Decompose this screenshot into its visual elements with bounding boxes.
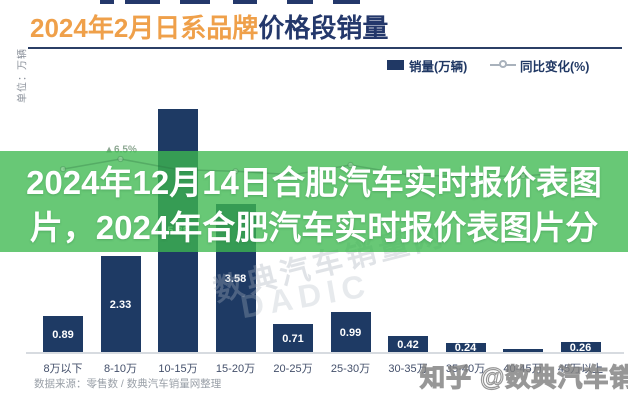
bar-30-35万 — [388, 336, 428, 353]
bar-45万以上 — [560, 342, 601, 353]
data-source-note: 数据来源：零售数 / 数典汽车销量网整理 — [34, 378, 222, 390]
cropped-text-remnant — [233, 0, 257, 4]
chart-title-highlight: 2024年2月日系品牌 — [30, 13, 259, 43]
bar-value-label: 2.33 — [109, 298, 132, 311]
x-axis-label: 20-25万 — [273, 363, 313, 375]
bar-value-label: 0.24 — [454, 342, 477, 354]
legend: 销量(万辆) 同比变化(%) — [0, 55, 628, 74]
cropped-text-remnant — [125, 0, 160, 4]
chart-title-rest: 价格段销量 — [258, 13, 389, 43]
x-axis-label: 8万以下 — [43, 363, 83, 375]
x-axis-label: 35-40万 — [445, 363, 486, 375]
bar-value-label: 0.42 — [397, 338, 419, 351]
legend-line-dot-icon — [499, 60, 507, 68]
title-underline — [28, 47, 622, 49]
corner-watermark: 知乎 @数典汽车销量网 — [419, 363, 628, 392]
promo-banner-text: 2024年12月14日合肥汽车实时报价表图 片，2024年合肥汽车实时报价表图片… — [0, 160, 628, 250]
cropped-text-remnant — [180, 0, 210, 4]
bar-35-40万 — [445, 343, 486, 353]
bar-value-label: 0.71 — [282, 332, 304, 345]
cropped-text-remnant — [100, 0, 114, 4]
cropped-text-remnant — [287, 0, 313, 4]
x-axis-label: 25-30万 — [330, 363, 371, 375]
yoy-percent-label: ▲6.5% — [104, 144, 137, 156]
bar-20-25万 — [273, 324, 313, 353]
x-axis-label: 45万以上 — [557, 363, 604, 375]
bar-8-10万 — [100, 256, 141, 353]
x-axis-label: 8-10万 — [103, 363, 138, 375]
promo-banner-line2: 片，2024年合肥汽车实时报价表图片分 — [29, 209, 599, 246]
x-axis-label: 10-15万 — [158, 363, 198, 375]
promo-overlay-band — [0, 151, 628, 252]
bar-value-label: 0.26 — [569, 341, 592, 354]
chart-title: 2024年2月日系品牌价格段销量 — [30, 8, 388, 45]
bar-8万以下 — [43, 316, 83, 353]
x-axis-label: 15-20万 — [215, 363, 256, 375]
legend-line-label: 同比变化(%) — [520, 60, 590, 74]
x-axis-label: 30-35万 — [388, 363, 428, 375]
x-axis-label: 40-45万 — [503, 363, 543, 375]
bar-25-30万 — [330, 312, 371, 353]
bar-40-45万 — [503, 349, 543, 353]
cropped-text-remnant — [333, 0, 360, 4]
bar-value-label: 3.58 — [224, 272, 247, 285]
bar-value-label: 0.89 — [52, 328, 74, 341]
bar-value-label: 0.99 — [339, 326, 362, 339]
legend-bar-label: 销量(万辆) — [409, 60, 468, 74]
promo-banner-line1: 2024年12月14日合肥汽车实时报价表图 — [26, 164, 602, 201]
legend-bar-swatch — [387, 60, 404, 70]
x-axis-line — [26, 352, 624, 354]
